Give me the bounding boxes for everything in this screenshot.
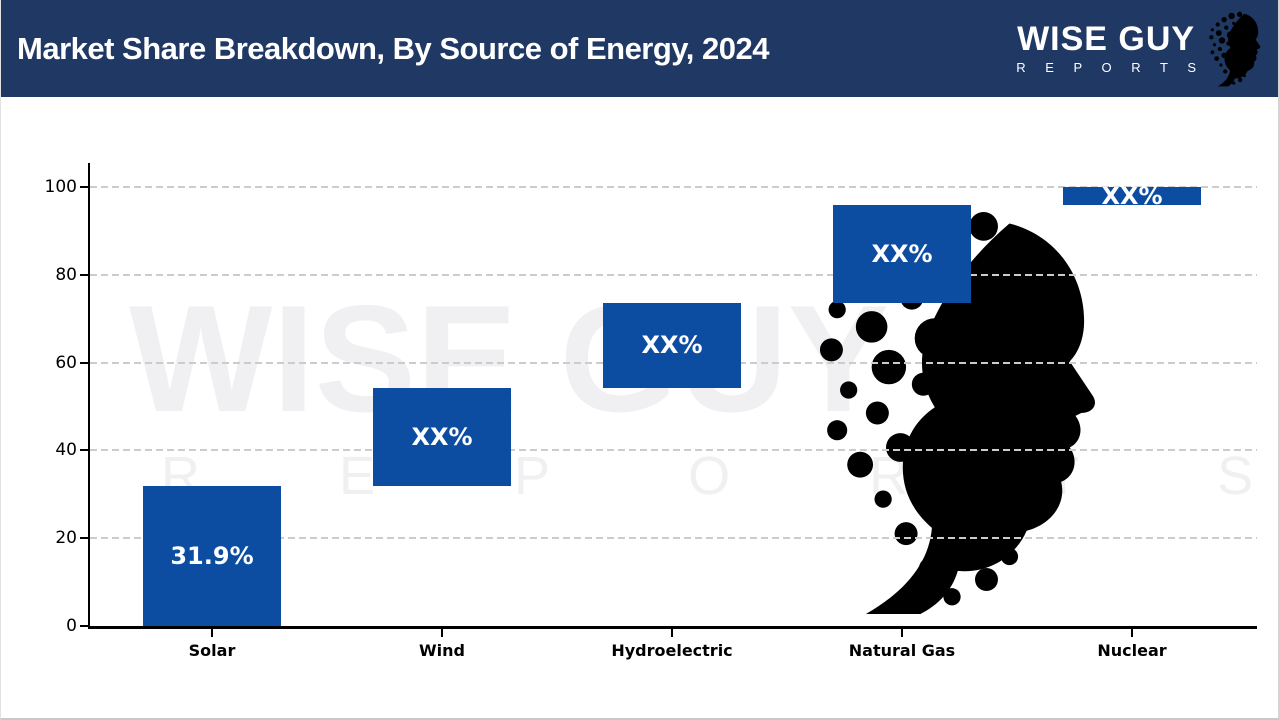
x-tick-mark bbox=[671, 629, 673, 637]
y-gridline bbox=[90, 273, 1257, 276]
y-axis-spine bbox=[88, 163, 90, 628]
bar-value-label: XX% bbox=[1101, 181, 1163, 210]
x-category-label: Natural Gas bbox=[848, 641, 956, 660]
bar-hydroelectric bbox=[603, 302, 741, 389]
logo-reports-text: R E P O R T S bbox=[1016, 60, 1204, 75]
y-tick-label: 0 bbox=[66, 616, 77, 636]
bar-value-label: XX% bbox=[641, 331, 703, 360]
wiseguy-logo: WISE GUY R E P O R T S bbox=[1008, 10, 1270, 88]
bar-value-label: XX% bbox=[871, 239, 933, 268]
bar-nuclear bbox=[1063, 187, 1201, 205]
chart-title: Market Share Breakdown, By Source of Ene… bbox=[17, 30, 769, 66]
x-category-label: Hydroelectric bbox=[611, 641, 733, 660]
y-tick-label: 20 bbox=[55, 528, 77, 549]
bar-natural-gas bbox=[833, 204, 971, 303]
header: Market Share Breakdown, By Source of Ene… bbox=[1, 0, 1278, 97]
y-tick-mark bbox=[80, 186, 89, 188]
bar-value-label: 31.9% bbox=[170, 541, 254, 570]
x-tick-mark bbox=[441, 629, 443, 637]
x-axis-spine bbox=[88, 626, 1257, 629]
bar-solar bbox=[143, 485, 281, 626]
x-tick-mark bbox=[901, 629, 903, 637]
y-tick-label: 60 bbox=[55, 352, 77, 373]
y-tick-label: 80 bbox=[55, 264, 77, 285]
bar-value-label: XX% bbox=[411, 423, 473, 451]
logo-wordmark: WISE GUY bbox=[1017, 20, 1196, 58]
x-category-label: Nuclear bbox=[1097, 641, 1167, 660]
x-tick-mark bbox=[211, 629, 213, 637]
y-gridline bbox=[90, 537, 1257, 540]
x-tick-mark bbox=[1131, 629, 1133, 637]
bar-wind bbox=[373, 388, 511, 486]
x-category-label: Wind bbox=[419, 641, 465, 660]
y-gridline bbox=[90, 449, 1257, 452]
y-tick-mark bbox=[80, 625, 89, 627]
y-tick-label: 40 bbox=[55, 440, 77, 461]
logo-text: WISE GUY R E P O R T S bbox=[1008, 22, 1204, 75]
y-tick-mark bbox=[80, 273, 89, 276]
y-tick-mark bbox=[80, 449, 89, 452]
y-tick-mark bbox=[80, 537, 89, 540]
y-gridline bbox=[90, 186, 1257, 188]
x-category-label: Solar bbox=[188, 641, 236, 660]
y-tick-mark bbox=[80, 361, 89, 364]
y-tick-label: 100 bbox=[44, 177, 77, 197]
